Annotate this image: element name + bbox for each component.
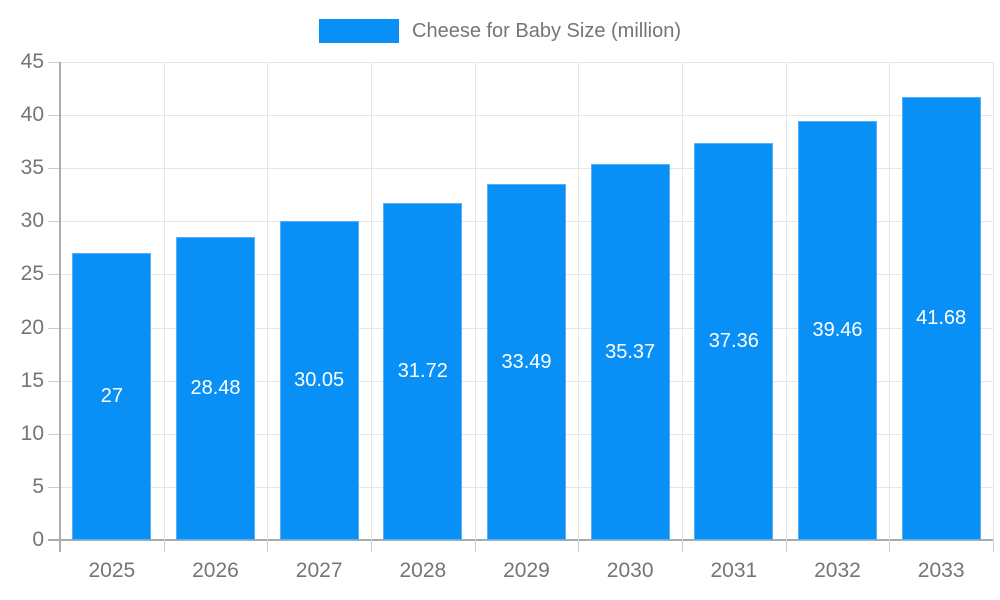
x-axis-category-label: 2032: [814, 559, 861, 582]
y-axis-line: [59, 62, 61, 552]
y-axis-tick-label: 10: [20, 421, 44, 445]
y-axis-tick: [48, 62, 60, 63]
vertical-gridline: [474, 62, 476, 540]
vertical-gridline: [682, 62, 683, 540]
bar-value-label: 39.46: [812, 318, 863, 341]
bar-value-label: 33.49: [501, 350, 552, 373]
x-axis-line: [48, 539, 993, 541]
vertical-gridline: [889, 62, 891, 540]
horizontal-gridline: [60, 62, 993, 63]
y-axis-tick: [48, 380, 60, 382]
horizontal-gridline: [60, 115, 993, 117]
y-axis-tick: [48, 168, 60, 170]
x-axis-tick: [371, 540, 372, 552]
y-axis-tick-label: 25: [20, 262, 44, 286]
bar[interactable]: 31.72: [383, 203, 463, 540]
bar[interactable]: 39.46: [798, 120, 877, 540]
x-axis-category-label: 2031: [710, 559, 758, 582]
y-axis-tick-label: 45: [20, 50, 44, 73]
vertical-gridline: [163, 62, 165, 540]
y-axis-tick-label: 35: [20, 156, 44, 180]
y-axis-tick: [48, 221, 60, 223]
y-axis-tick-label: 30: [20, 209, 44, 233]
legend-label: Cheese for Baby Size (million): [412, 19, 681, 42]
x-axis-tick: [474, 540, 476, 552]
bar[interactable]: 41.68: [901, 97, 981, 540]
bar[interactable]: 33.49: [487, 184, 566, 540]
x-axis-tick: [163, 540, 165, 552]
vertical-gridline: [785, 62, 787, 540]
vertical-gridline: [993, 62, 994, 540]
x-axis-tick: [785, 540, 787, 552]
bar[interactable]: 28.48: [176, 237, 255, 540]
bar-value-label: 30.05: [294, 368, 345, 391]
x-axis-category-label: 2027: [295, 559, 343, 582]
bar-value-label: 41.68: [916, 307, 967, 330]
vertical-gridline: [578, 62, 580, 540]
x-axis-tick: [267, 540, 269, 552]
y-axis-tick: [48, 115, 60, 117]
x-axis-tick: [682, 540, 683, 552]
y-axis-tick-label: 0: [32, 528, 44, 551]
y-axis-tick-label: 15: [20, 368, 44, 392]
y-axis-tick: [48, 433, 60, 435]
bar-value-label: 31.72: [397, 360, 448, 383]
x-axis-tick: [993, 540, 994, 552]
chart-legend[interactable]: Cheese for Baby Size (million): [0, 17, 1000, 45]
x-axis-tick: [889, 540, 891, 552]
vertical-gridline: [267, 62, 269, 540]
x-axis-tick: [578, 540, 580, 552]
x-axis-category-label: 2033: [917, 559, 965, 582]
bar-value-label: 35.37: [605, 340, 656, 363]
y-axis-tick-label: 5: [32, 474, 44, 498]
y-axis-tick: [48, 327, 60, 329]
bar-value-label: 27: [100, 385, 123, 408]
legend-swatch: [319, 19, 399, 43]
y-axis-tick: [48, 486, 60, 488]
bar-value-label: 37.36: [708, 330, 759, 353]
horizontal-gridline: [60, 168, 993, 170]
x-axis-category-label: 2030: [606, 559, 654, 582]
bar-value-label: 28.48: [190, 377, 241, 400]
x-axis-category-label: 2026: [192, 559, 239, 582]
x-axis-category-label: 2029: [503, 559, 550, 582]
y-axis-tick-label: 20: [20, 315, 44, 339]
vertical-gridline: [371, 62, 372, 540]
bar[interactable]: 37.36: [694, 143, 774, 540]
y-axis-tick-label: 40: [20, 103, 44, 127]
x-axis-category-label: 2028: [399, 559, 447, 582]
x-axis-category-label: 2025: [88, 559, 136, 582]
y-axis-tick: [48, 274, 60, 276]
bar[interactable]: 30.05: [279, 220, 359, 540]
bar[interactable]: 35.37: [590, 164, 670, 540]
bar[interactable]: 27: [72, 253, 152, 540]
